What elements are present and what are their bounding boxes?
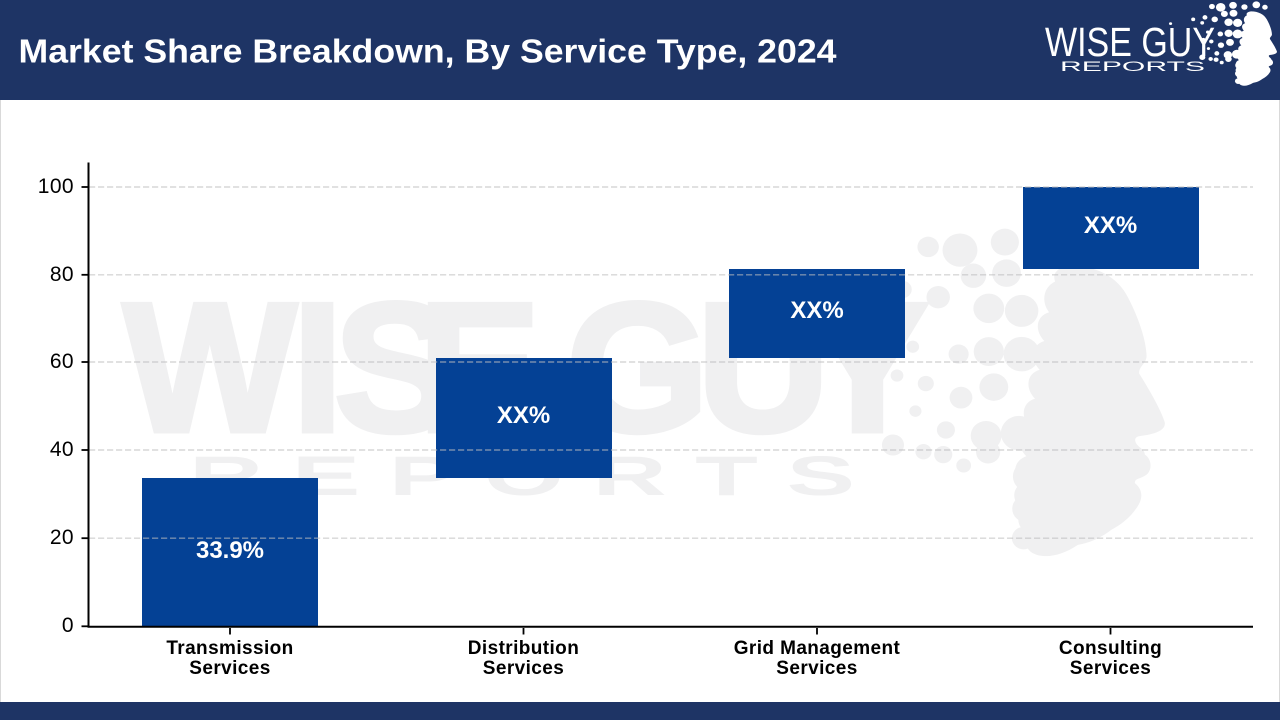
svg-text:W: W (123, 264, 297, 470)
svg-text:WISE GUY: WISE GUY (1045, 19, 1215, 65)
svg-text:REPORTS: REPORTS (1060, 59, 1205, 74)
svg-text:Market Share Breakdown, By Ser: Market Share Breakdown, By Service Type,… (19, 33, 838, 70)
svg-text:I: I (292, 264, 343, 470)
